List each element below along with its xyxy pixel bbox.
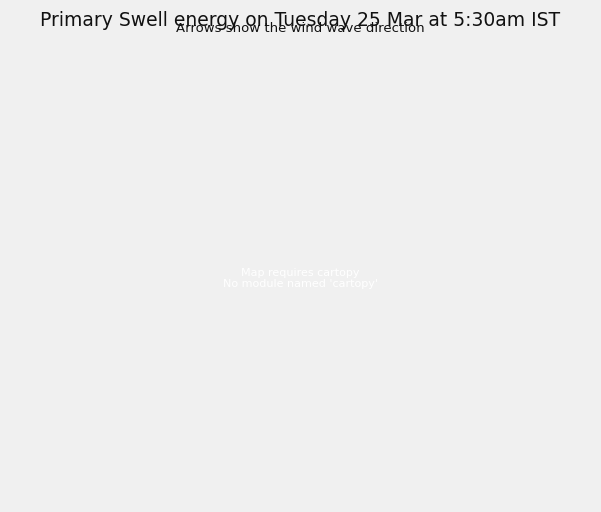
Text: Map requires cartopy
No module named 'cartopy': Map requires cartopy No module named 'ca… [223, 268, 378, 289]
Text: Primary Swell energy on Tuesday 25 Mar at 5:30am IST: Primary Swell energy on Tuesday 25 Mar a… [40, 11, 561, 30]
Text: Arrows show the wind wave direction: Arrows show the wind wave direction [176, 22, 425, 35]
